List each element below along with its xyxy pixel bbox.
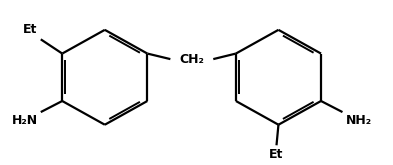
Text: H₂N: H₂N xyxy=(11,114,38,127)
Text: Et: Et xyxy=(23,23,38,36)
Text: Et: Et xyxy=(269,148,284,161)
Text: CH₂: CH₂ xyxy=(179,53,204,66)
Text: NH₂: NH₂ xyxy=(345,114,372,127)
